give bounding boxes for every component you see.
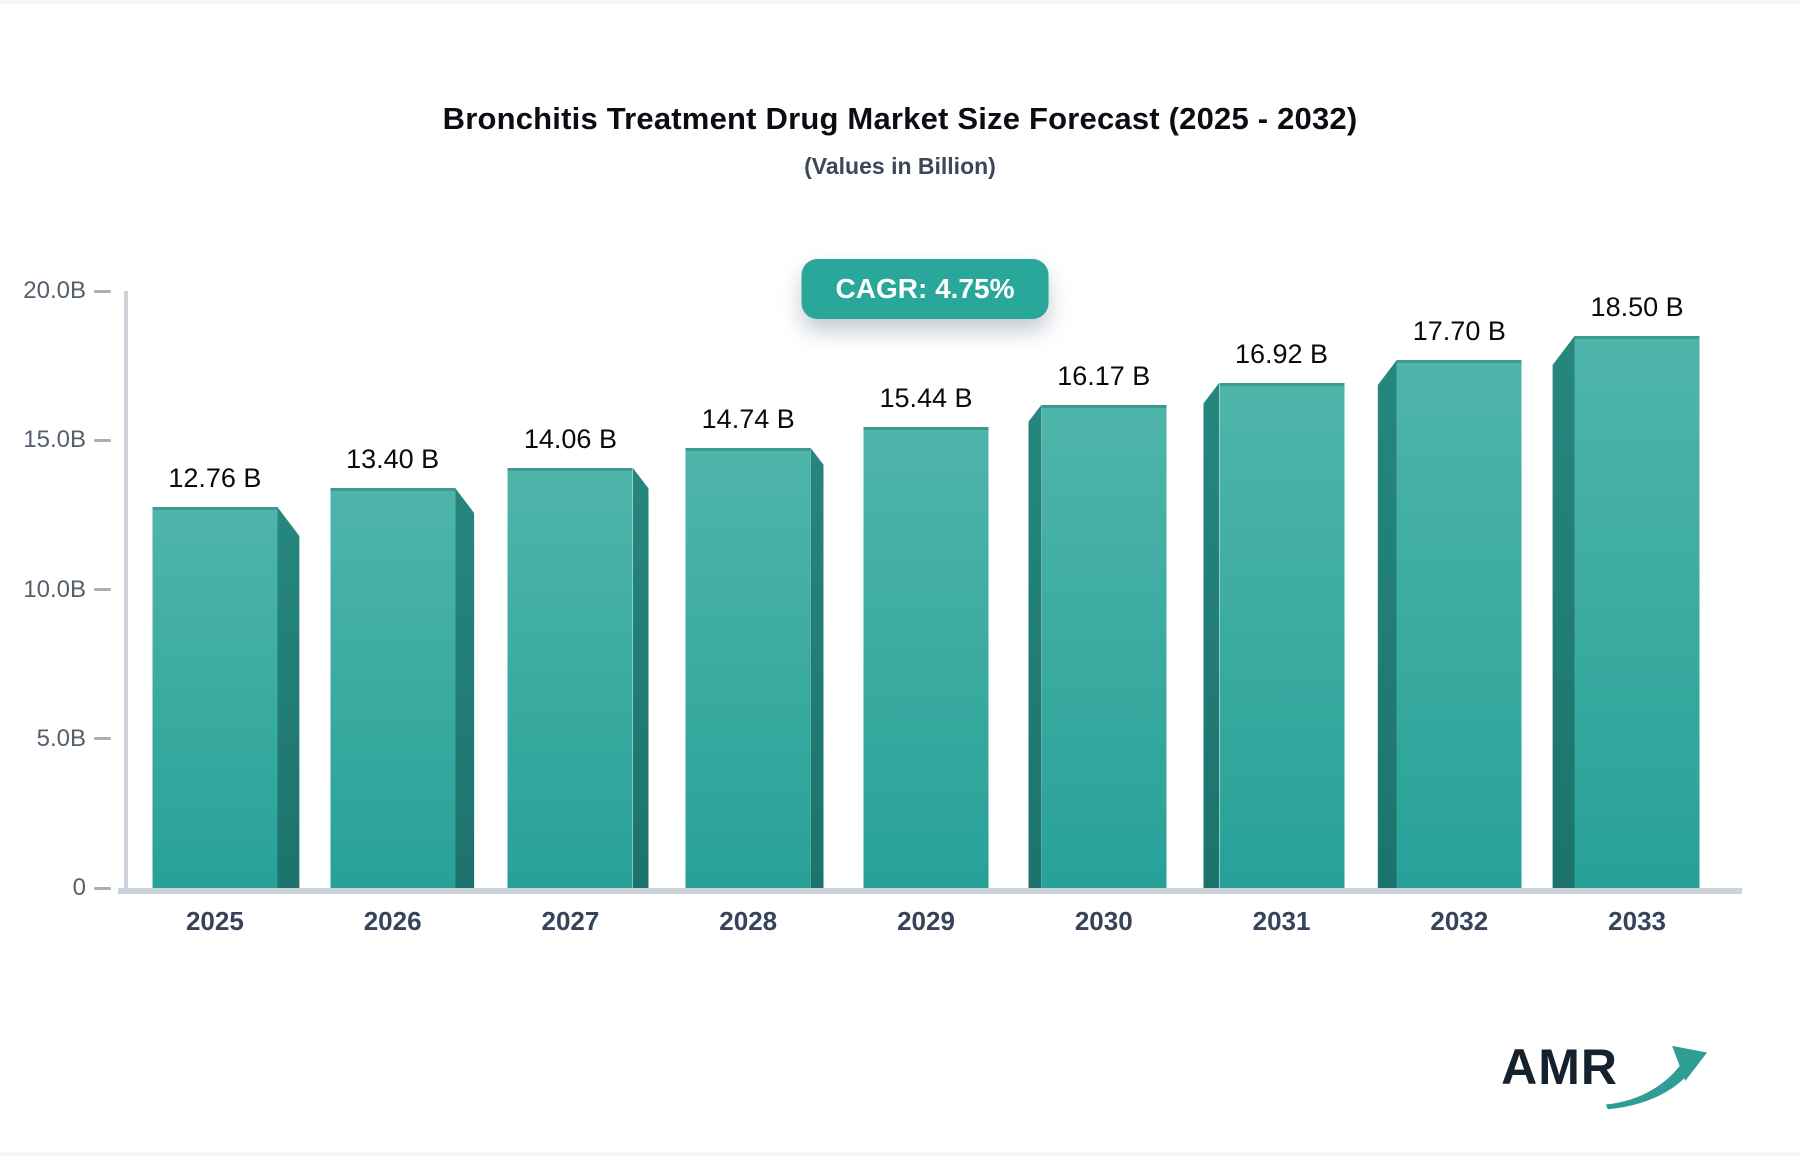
- x-axis-label: 2033: [1608, 906, 1667, 936]
- y-tick-mark: [94, 588, 111, 591]
- x-axis-label: 2031: [1252, 906, 1311, 936]
- bar-value-label: 16.92 B: [1234, 339, 1329, 369]
- bar-slot: 18.50 B: [1548, 291, 1726, 888]
- x-axis-label: 2028: [719, 906, 778, 936]
- y-tick-mark: [94, 886, 111, 890]
- bar-2033: [1552, 336, 1700, 888]
- bar-side-face: [1552, 336, 1575, 888]
- y-tick-mark: [94, 737, 111, 741]
- bar-2030: [1028, 405, 1167, 888]
- bar-value-label: 16.17 B: [1057, 361, 1151, 391]
- bar-value-label: 14.06 B: [523, 424, 617, 454]
- bar-slot: 16.17 B: [1015, 291, 1193, 888]
- bar-side-face: [1203, 383, 1220, 888]
- amr-logo: AMR: [1501, 1040, 1708, 1114]
- bar-side-face: [1028, 405, 1042, 888]
- bar-slot: 17.70 B: [1370, 291, 1548, 888]
- bar-2032: [1377, 360, 1522, 888]
- bar-slot: 14.74 B: [659, 291, 837, 888]
- bar-value-label: 12.76 B: [168, 463, 262, 493]
- y-tick-label: 5.0B: [36, 724, 86, 752]
- cagr-badge: CAGR: 4.75%: [801, 259, 1049, 319]
- bar-value-label: 13.40 B: [346, 444, 440, 474]
- bar-value-label: 18.50 B: [1590, 292, 1684, 322]
- bar-side-face: [810, 448, 824, 888]
- y-tick-label: 0: [72, 874, 86, 901]
- bar-2025: [152, 507, 300, 888]
- bar-slot: 15.44 B: [837, 291, 1015, 888]
- bar-side-face: [277, 507, 300, 888]
- bar-slot: 13.40 B: [304, 291, 482, 888]
- bar-side-face: [455, 488, 475, 888]
- bar-side-face: [632, 468, 649, 888]
- bar-side-face: [1377, 360, 1397, 888]
- x-axis-label: 2026: [363, 906, 422, 936]
- bar-2026: [330, 488, 475, 888]
- amr-logo-text: AMR: [1501, 1039, 1618, 1095]
- bar-2031: [1203, 383, 1345, 888]
- bar-value-label: 15.44 B: [879, 383, 973, 413]
- x-axis-label: 2030: [1074, 906, 1133, 936]
- x-axis-label: 2032: [1430, 906, 1489, 936]
- y-tick-label: 10.0B: [23, 575, 86, 603]
- bar-2028: [685, 448, 824, 888]
- y-tick-mark: [94, 438, 111, 442]
- bar-value-label: 14.74 B: [701, 404, 795, 434]
- x-axis-label: 2025: [185, 906, 244, 936]
- bar-2029: [863, 427, 989, 888]
- y-axis-line: [124, 291, 128, 888]
- y-tick-label: 15.0B: [23, 426, 86, 454]
- x-axis-label: 2027: [541, 906, 600, 936]
- y-tick-mark: [94, 289, 111, 293]
- bar-value-label: 17.70 B: [1412, 316, 1506, 346]
- growth-arrow-icon: [1605, 1045, 1708, 1110]
- plot-area: 0 5.0B 10.0B 15.0B 20.0B 2025 12.76 B 2026 13.40…: [23, 277, 1742, 936]
- x-axis-label: 2029: [897, 906, 955, 936]
- bar-slot: 16.92 B: [1193, 291, 1371, 888]
- bar-2027: [507, 468, 649, 888]
- y-tick-label: 20.0B: [23, 277, 86, 304]
- chart-title: Bronchitis Treatment Drug Market Size Fo…: [442, 101, 1358, 136]
- x-axis-line: [118, 888, 1742, 894]
- bar-slot: 14.06 B: [482, 291, 660, 888]
- bar-slot: 12.76 B: [126, 291, 304, 888]
- chart-subtitle: (Values in Billion): [804, 153, 996, 179]
